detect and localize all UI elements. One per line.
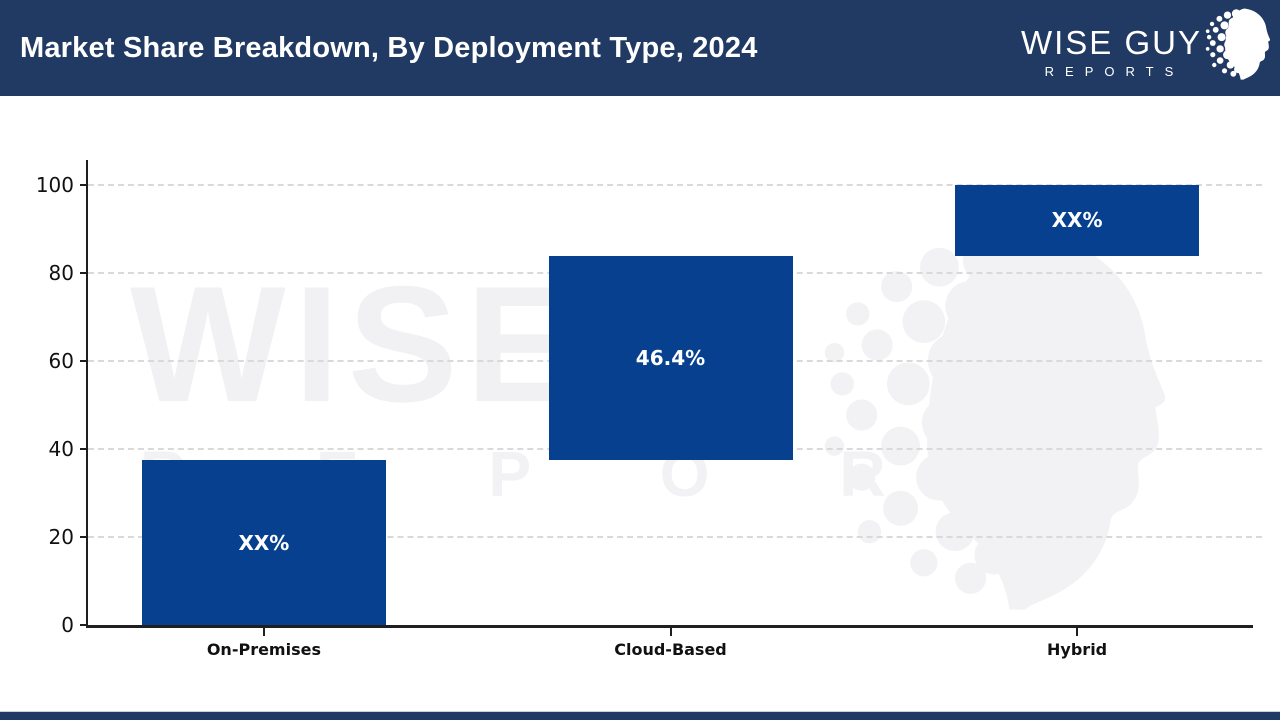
- x-tick-mark: [669, 628, 672, 636]
- bar-value-label: XX%: [238, 530, 290, 555]
- bar-value-label: XX%: [1051, 208, 1103, 233]
- header: Market Share Breakdown, By Deployment Ty…: [0, 0, 1280, 96]
- bar-segment: [141, 460, 386, 625]
- y-tick-mark: [80, 624, 88, 626]
- y-tick-mark: [80, 536, 88, 538]
- wise-guy-logo: WISE GUY REPORTS: [1021, 4, 1270, 82]
- page-title: Market Share Breakdown, By Deployment Ty…: [20, 31, 758, 64]
- y-tick-mark: [80, 448, 88, 450]
- category-label: Hybrid: [1047, 640, 1108, 659]
- y-axis-tick-label: 0: [61, 613, 74, 637]
- y-axis-tick-label: 20: [48, 525, 74, 549]
- y-axis-tick-label: 40: [48, 437, 74, 461]
- bar-segment: [548, 255, 793, 460]
- logo-text: WISE GUY REPORTS: [1021, 24, 1202, 79]
- y-axis-tick-label: 100: [35, 173, 74, 197]
- y-tick-mark: [80, 360, 88, 362]
- footer-bar: [0, 711, 1280, 720]
- category-label: On-Premises: [206, 640, 321, 659]
- y-tick-mark: [80, 184, 88, 186]
- gridline: [88, 536, 1262, 538]
- logo-subtitle: REPORTS: [1044, 64, 1185, 79]
- logo-wordmark: WISE GUY: [1020, 24, 1202, 61]
- y-axis-tick-label: 80: [48, 261, 74, 285]
- gridline: [88, 184, 1262, 186]
- category-label: Cloud-Based: [614, 640, 727, 659]
- y-axis-tick-label: 60: [48, 349, 74, 373]
- x-tick-mark: [262, 628, 265, 636]
- y-axis-line: [86, 160, 88, 628]
- y-tick-mark: [80, 272, 88, 274]
- bar-value-label: 46.4%: [635, 345, 706, 370]
- x-tick-mark: [1076, 628, 1079, 636]
- x-axis-line: [86, 625, 1253, 628]
- head-logo-icon: [1205, 8, 1270, 80]
